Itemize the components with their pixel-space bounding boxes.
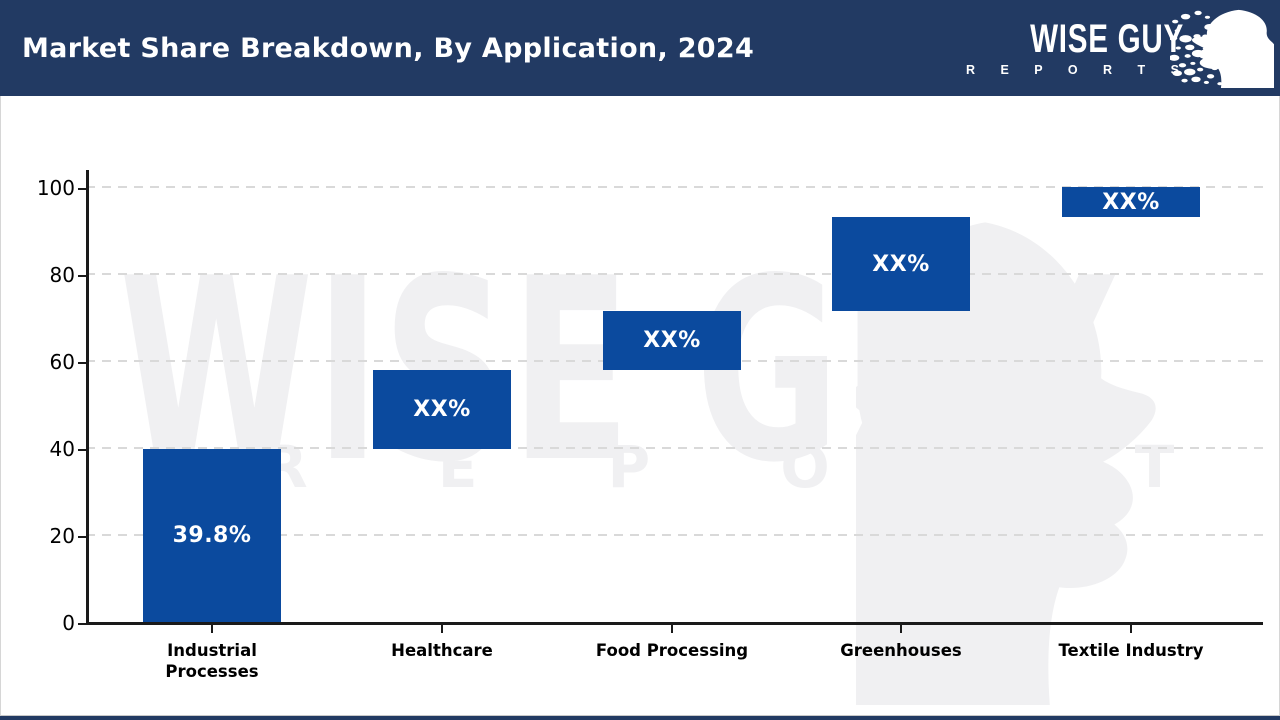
y-tick-20 [78,535,86,538]
bar-value-label: XX% [1102,189,1160,215]
y-tick-label-80: 80 [49,263,75,287]
wiseguy-logo: WISE GUY R E P O R T S [966,0,1274,96]
chart-region: WISE GUY R E P O R T S 02040608010039.8%… [0,96,1280,716]
y-tick-label-20: 20 [49,524,75,548]
bar-industrial-processes: 39.8% [143,448,281,622]
bar-healthcare: XX% [373,369,511,449]
x-tick-label-healthcare: Healthcare [391,641,493,660]
x-tick-industrial-processes [211,625,213,633]
y-tick-label-60: 60 [49,350,75,374]
page-title: Market Share Breakdown, By Application, … [22,32,755,64]
x-tick-label-industrial-processes: Industrial Processes [165,641,259,682]
waterfall-chart: 0 20 40 60 80 100 39.8% Industrial Processes XX%… [1,96,1279,715]
bar-greenhouses: XX% [832,217,970,311]
y-gridline-20 [86,534,1263,536]
x-tick-food-processing [671,625,673,633]
wiseguy-face-icon [1170,8,1274,88]
bar-value-label: XX% [643,327,701,353]
x-tick-label-food-processing: Food Processing [595,641,749,660]
y-gridline-40 [86,447,1263,449]
x-tick-healthcare [441,625,443,633]
y-tick-60 [78,361,86,364]
y-tick-label-0: 0 [62,611,75,635]
bar-value-label: XX% [413,396,471,422]
logo-wordmark: WISE GUY R E P O R T S [966,19,1184,77]
y-tick-label-40: 40 [49,437,75,461]
bar-food-processing: XX% [603,310,741,370]
x-axis-line [86,622,1263,625]
y-tick-label-100: 100 [36,176,75,200]
logo-line1: WISE GUY [1030,17,1184,61]
y-axis-line [86,170,89,625]
x-tick-label-textile-industry: Textile Industry [1058,641,1204,660]
y-tick-40 [78,448,86,451]
bar-value-label: XX% [872,251,930,277]
header: Market Share Breakdown, By Application, … [0,0,1280,96]
bar-textile-industry: XX% [1062,187,1200,218]
x-tick-greenhouses [900,625,902,633]
y-gridline-100 [86,186,1263,188]
x-tick-label-greenhouses: Greenhouses [840,641,962,660]
x-tick-textile-industry [1130,625,1132,633]
logo-line2: R E P O R T S [965,63,1190,77]
y-tick-80 [78,274,86,277]
y-tick-100 [78,187,86,190]
y-tick-0 [78,622,86,625]
bar-value-label: 39.8% [172,522,252,548]
footer-bar [0,716,1280,720]
y-gridline-80 [86,273,1263,275]
